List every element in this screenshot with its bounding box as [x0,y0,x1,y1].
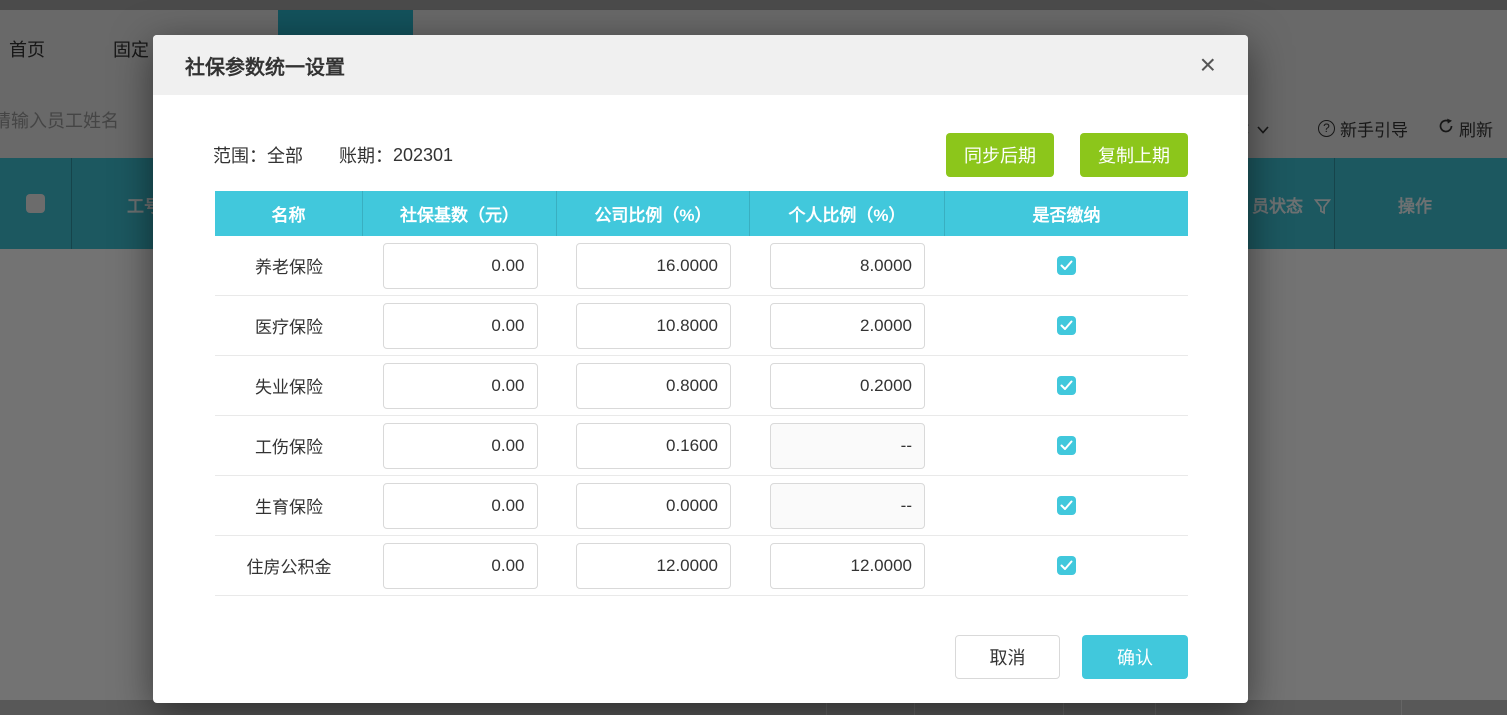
base-amount-input[interactable] [382,422,538,469]
table-row: 住房公积金 [215,536,1188,596]
base-amount-input[interactable] [382,362,538,409]
table-column-header: 公司比例（%） [557,191,750,236]
sync-later-periods-button[interactable]: 同步后期 [946,133,1054,177]
checkmark-icon [1060,380,1073,391]
company-ratio-input[interactable] [576,542,731,589]
company-ratio-input[interactable] [576,242,731,289]
dialog-info-row: 范围： 全部 账期： 202301 同步后期 复制上期 [213,133,1188,177]
confirm-button[interactable]: 确认 [1082,635,1188,679]
table-column-header: 社保基数（元） [363,191,557,236]
checkmark-icon [1060,320,1073,331]
table-row: 生育保险 [215,476,1188,536]
base-amount-input[interactable] [382,242,538,289]
scope-value: 全部 [267,146,303,166]
insurance-name-label: 住房公积金 [246,558,332,577]
insurance-name-label: 医疗保险 [255,318,323,337]
base-amount-input[interactable] [382,302,538,349]
table-column-header: 个人比例（%） [750,191,945,236]
personal-ratio-input[interactable] [770,482,925,529]
scope-period-info: 范围： 全部 账期： 202301 [213,142,453,168]
checkmark-icon [1060,500,1073,511]
cancel-button[interactable]: 取消 [955,635,1060,679]
checkmark-icon [1060,440,1073,451]
personal-ratio-input[interactable] [770,422,925,469]
close-icon[interactable]: × [1199,49,1216,80]
personal-ratio-input[interactable] [770,362,925,409]
pay-checkbox[interactable] [1057,376,1076,395]
personal-ratio-input[interactable] [770,542,925,589]
dialog-title: 社保参数统一设置 [185,56,345,79]
checkmark-icon [1060,560,1073,571]
pay-checkbox[interactable] [1057,256,1076,275]
base-amount-input[interactable] [382,542,538,589]
period-value: 202301 [393,144,454,165]
copy-previous-period-button[interactable]: 复制上期 [1080,133,1188,177]
checkmark-icon [1060,260,1073,271]
insurance-name-label: 养老保险 [255,258,323,277]
company-ratio-input[interactable] [576,362,731,409]
company-ratio-input[interactable] [576,302,731,349]
company-ratio-input[interactable] [576,422,731,469]
table-body: 养老保险医疗保险失业保险工伤保险生育保险住房公积金 [215,236,1188,596]
social-insurance-settings-dialog: 社保参数统一设置 × 范围： 全部 账期： 202301 同步后期 复制上期 名… [153,35,1248,703]
pay-checkbox[interactable] [1057,316,1076,335]
insurance-name-label: 失业保险 [255,378,323,397]
table-row: 工伤保险 [215,416,1188,476]
pay-checkbox[interactable] [1057,556,1076,575]
personal-ratio-input[interactable] [770,242,925,289]
period-label: 账期： [339,146,393,166]
base-amount-input[interactable] [382,482,538,529]
pay-checkbox[interactable] [1057,496,1076,515]
personal-ratio-input[interactable] [770,302,925,349]
dialog-header: 社保参数统一设置 × [153,35,1248,95]
table-column-header: 是否缴纳 [1032,206,1101,225]
company-ratio-input[interactable] [576,482,731,529]
table-row: 失业保险 [215,356,1188,416]
table-header-row: 名称 社保基数（元） 公司比例（%） 个人比例（%） 是否缴纳 [215,191,1188,236]
pay-checkbox[interactable] [1057,436,1076,455]
table-column-header: 名称 [215,191,363,236]
scope-label: 范围： [213,146,267,166]
dialog-footer: 取消 确认 [153,635,1248,679]
table-row: 医疗保险 [215,296,1188,356]
insurance-name-label: 工伤保险 [255,438,323,457]
insurance-name-label: 生育保险 [255,498,323,517]
table-row: 养老保险 [215,236,1188,296]
